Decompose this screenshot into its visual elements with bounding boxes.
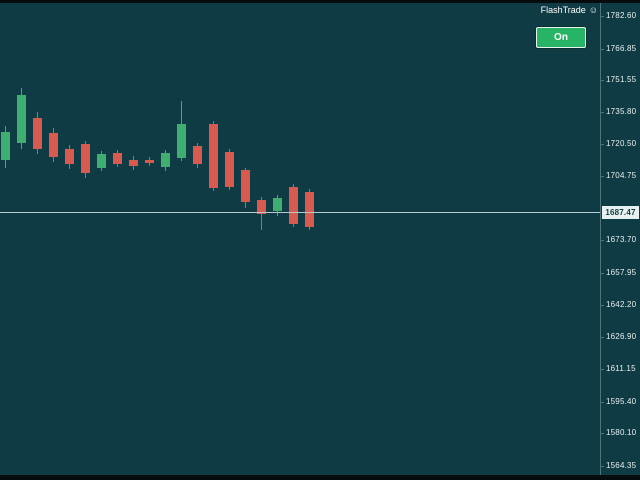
smiley-icon: ☺ (588, 5, 598, 15)
bear-candle (305, 192, 314, 227)
bear-candle (257, 200, 266, 215)
axis-tick (601, 369, 604, 371)
axis-tick (601, 465, 604, 467)
chart-plot-area[interactable] (0, 0, 600, 480)
price-axis-label: 1751.55 (606, 75, 637, 84)
axis-tick (601, 48, 604, 50)
price-axis-label: 1642.20 (606, 300, 637, 310)
candles-layer (1, 87, 314, 231)
bear-candle (113, 153, 122, 164)
axis-tick (601, 336, 604, 338)
bear-candle (129, 159, 138, 167)
bull-candle (161, 153, 170, 167)
current-price-tag: 1687.47 (602, 206, 639, 219)
bull-candle (273, 198, 282, 212)
bull-candle (177, 124, 186, 158)
price-axis-label: 1673.70 (606, 235, 637, 245)
bear-candle (289, 187, 298, 224)
ea-name-label: FlashTrade (540, 5, 586, 15)
axis-tick (601, 112, 604, 114)
bottom-border (0, 475, 640, 480)
bear-candle (241, 169, 250, 203)
price-axis-label: 1657.95 (606, 267, 637, 277)
axis-tick (601, 272, 604, 274)
price-axis-label: 1720.50 (606, 138, 637, 148)
bear-candle (33, 118, 42, 149)
bear-candle (49, 132, 58, 158)
price-axis-label: 1782.60 (606, 11, 637, 20)
price-axis-label: 1626.90 (606, 331, 637, 341)
price-axis-label: 1595.40 (606, 396, 637, 406)
bear-candle (193, 145, 202, 164)
top-border (0, 0, 640, 3)
axis-tick (601, 305, 604, 307)
bear-candle (65, 148, 74, 164)
bull-candle (1, 132, 10, 161)
price-axis[interactable]: 1687.47 1782.60 1766.85 1751.55 1735.80 1720… (600, 0, 640, 480)
bull-candle (97, 154, 106, 168)
price-axis-label: 1580.10 (606, 428, 637, 438)
price-axis-label: 1704.75 (606, 171, 637, 181)
price-axis-label: 1735.80 (606, 107, 637, 117)
price-axis-label: 1564.35 (606, 460, 637, 470)
price-axis-label: 1766.85 (606, 43, 637, 53)
bear-candle (145, 159, 154, 164)
bull-candle (17, 95, 26, 144)
axis-tick (601, 401, 604, 403)
bear-candle (81, 144, 90, 174)
ea-label: FlashTrade ☺ (541, 5, 598, 15)
axis-tick (601, 176, 604, 178)
axis-tick (601, 16, 604, 17)
axis-tick (601, 80, 604, 81)
axis-tick (601, 143, 604, 145)
bear-candle (209, 124, 218, 189)
bear-candle (225, 151, 234, 188)
axis-tick (601, 240, 604, 242)
flashtrade-toggle-button[interactable]: On (536, 27, 586, 48)
price-axis-label: 1611.15 (606, 364, 636, 374)
axis-tick (601, 433, 604, 435)
current-price-line (0, 212, 600, 213)
